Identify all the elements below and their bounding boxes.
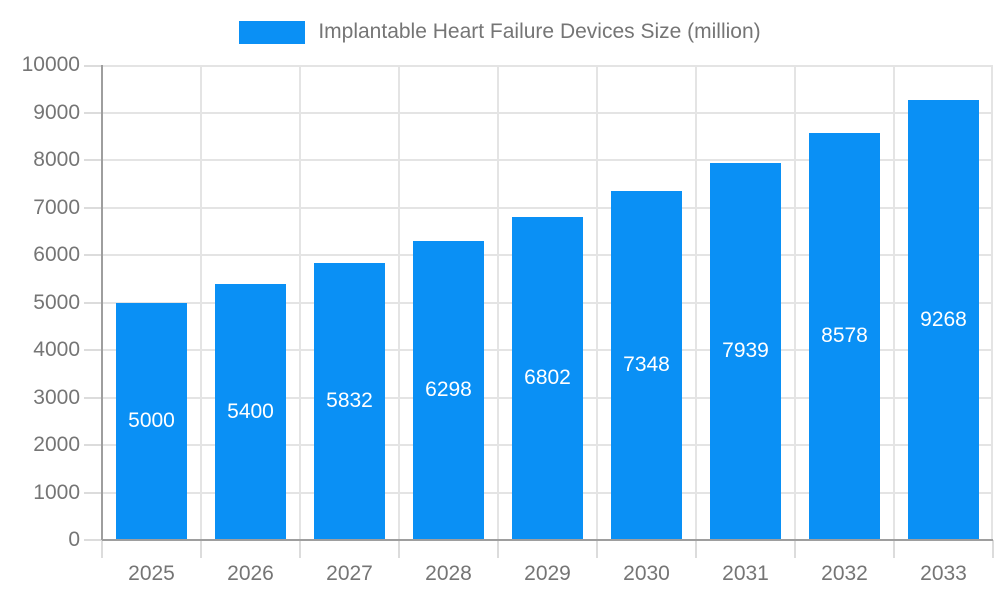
bar[interactable]: 5832 [314, 262, 385, 540]
bar[interactable]: 7939 [710, 162, 781, 540]
plot-area: 0 1000 2000 3000 4000 5000 6000 7000 8000 9000 100… [22, 53, 994, 585]
gridline-vertical [596, 65, 598, 540]
y-axis-tick [84, 539, 102, 541]
bar[interactable]: 7348 [611, 190, 682, 540]
x-axis-line [102, 539, 993, 541]
y-tick-label: 2000 [33, 433, 80, 456]
x-axis-tick [299, 540, 301, 558]
y-tick-label: 0 [68, 528, 80, 551]
bar-value-label: 7348 [623, 353, 670, 377]
bar[interactable]: 5400 [215, 283, 286, 540]
y-tick-label: 3000 [33, 385, 80, 409]
y-axis-tick [84, 491, 102, 494]
x-axis-tick [398, 540, 400, 558]
y-axis-line [101, 65, 103, 540]
x-axis-tick [101, 540, 103, 558]
y-tick-label: 10000 [21, 53, 80, 76]
bar-value-label: 9268 [920, 307, 967, 331]
x-axis-tick [992, 540, 994, 558]
bar-value-label: 5000 [128, 409, 175, 433]
x-axis-tick [596, 540, 598, 558]
gridline-vertical [497, 65, 499, 540]
gridline-vertical [794, 65, 796, 540]
gridline-horizontal [102, 111, 993, 114]
y-tick-label: 8000 [33, 148, 80, 171]
x-axis-tick [893, 540, 895, 558]
x-tick-label: 2029 [524, 562, 571, 585]
bar-value-label: 8578 [821, 324, 868, 348]
bar-value-label: 6298 [425, 378, 472, 402]
bar-value-label: 5400 [227, 399, 274, 423]
y-tick-label: 5000 [33, 290, 80, 314]
bar[interactable]: 5000 [116, 302, 187, 540]
y-axis-tick [84, 349, 102, 351]
y-tick-label: 9000 [33, 100, 80, 124]
bar[interactable]: 6298 [413, 240, 484, 540]
x-axis-tick [695, 540, 697, 558]
gridline-vertical [200, 65, 202, 540]
y-tick-label: 4000 [33, 338, 80, 361]
y-tick-label: 6000 [33, 243, 80, 266]
x-tick-label: 2032 [821, 562, 868, 585]
x-tick-label: 2028 [425, 562, 472, 585]
y-axis-tick [84, 206, 102, 209]
y-axis-tick [84, 396, 102, 399]
bar[interactable]: 9268 [908, 99, 979, 540]
gridline-horizontal [102, 206, 993, 209]
gridline-horizontal [102, 159, 993, 161]
y-tick-label: 7000 [33, 195, 80, 219]
x-tick-label: 2026 [227, 562, 274, 585]
x-tick-label: 2025 [128, 562, 175, 585]
bar[interactable]: 6802 [512, 216, 583, 540]
y-tick-label: 1000 [33, 480, 80, 504]
x-tick-label: 2033 [920, 562, 967, 585]
x-tick-label: 2027 [326, 562, 373, 585]
legend-swatch[interactable] [239, 20, 306, 44]
gridline-vertical [893, 65, 895, 540]
gridline-vertical [991, 65, 993, 540]
legend-label: Implantable Heart Failure Devices Size (… [318, 20, 761, 43]
bar-value-label: 7939 [722, 339, 769, 363]
y-axis-tick [84, 444, 102, 446]
gridline-vertical [299, 65, 301, 540]
x-tick-label: 2030 [623, 562, 670, 585]
x-axis-tick [794, 540, 796, 558]
y-axis-tick [84, 111, 102, 114]
gridline-horizontal [102, 65, 993, 67]
x-axis-tick [200, 540, 202, 558]
bar[interactable]: 8578 [809, 132, 880, 540]
y-axis-tick [84, 65, 102, 67]
bar-value-label: 6802 [524, 366, 571, 390]
gridline-vertical [398, 65, 400, 540]
x-axis-tick [497, 540, 499, 558]
y-axis-tick [84, 301, 102, 304]
legend[interactable]: Implantable Heart Failure Devices Size (… [0, 19, 1000, 45]
bar-value-label: 5832 [326, 389, 373, 413]
x-tick-label: 2031 [722, 562, 769, 585]
y-axis-tick [84, 159, 102, 161]
y-axis-tick [84, 254, 102, 256]
gridline-vertical [695, 65, 697, 540]
